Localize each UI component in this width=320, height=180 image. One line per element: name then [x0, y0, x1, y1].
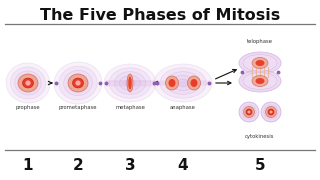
Ellipse shape — [18, 74, 38, 92]
Ellipse shape — [68, 74, 88, 92]
Text: metaphase: metaphase — [115, 105, 145, 110]
Ellipse shape — [15, 71, 41, 95]
Ellipse shape — [166, 72, 200, 94]
Text: 5: 5 — [255, 159, 265, 174]
Ellipse shape — [125, 79, 135, 87]
Ellipse shape — [6, 63, 50, 103]
Ellipse shape — [127, 74, 133, 92]
Ellipse shape — [239, 102, 259, 122]
Ellipse shape — [64, 70, 92, 96]
Ellipse shape — [11, 67, 45, 99]
Text: prophase: prophase — [16, 105, 40, 110]
Text: The Five Phases of Mitosis: The Five Phases of Mitosis — [40, 8, 280, 23]
Ellipse shape — [114, 72, 146, 94]
Ellipse shape — [239, 70, 281, 92]
Ellipse shape — [172, 75, 195, 91]
Ellipse shape — [255, 60, 265, 66]
Ellipse shape — [188, 76, 201, 90]
Ellipse shape — [109, 68, 151, 98]
Ellipse shape — [246, 109, 252, 115]
Text: 4: 4 — [178, 159, 188, 174]
Circle shape — [76, 80, 81, 86]
Text: anaphase: anaphase — [170, 105, 196, 110]
Ellipse shape — [261, 102, 281, 122]
Ellipse shape — [128, 76, 132, 89]
Ellipse shape — [169, 79, 175, 87]
Ellipse shape — [54, 62, 102, 104]
Ellipse shape — [22, 78, 34, 88]
Ellipse shape — [165, 76, 179, 90]
Ellipse shape — [120, 75, 140, 91]
Ellipse shape — [19, 75, 37, 91]
Ellipse shape — [73, 78, 84, 88]
Ellipse shape — [268, 109, 274, 115]
Ellipse shape — [68, 75, 88, 91]
Text: telophase: telophase — [247, 39, 273, 44]
Text: 1: 1 — [23, 159, 33, 174]
Ellipse shape — [190, 79, 197, 87]
Ellipse shape — [243, 55, 277, 71]
Circle shape — [25, 80, 31, 86]
Ellipse shape — [264, 105, 278, 119]
Circle shape — [248, 111, 251, 113]
Ellipse shape — [243, 73, 277, 89]
Ellipse shape — [59, 66, 97, 100]
Ellipse shape — [255, 78, 265, 84]
Text: 2: 2 — [73, 159, 84, 174]
Ellipse shape — [104, 64, 156, 102]
Ellipse shape — [239, 52, 281, 74]
Text: prometaphase: prometaphase — [59, 105, 97, 110]
Ellipse shape — [154, 64, 212, 102]
Circle shape — [269, 111, 272, 113]
Ellipse shape — [252, 57, 268, 69]
Ellipse shape — [244, 107, 254, 118]
Ellipse shape — [160, 68, 206, 98]
Ellipse shape — [252, 75, 268, 87]
Ellipse shape — [73, 79, 83, 87]
Ellipse shape — [177, 79, 189, 87]
Ellipse shape — [24, 79, 32, 87]
Ellipse shape — [242, 105, 256, 119]
Text: cytokinesis: cytokinesis — [245, 134, 275, 139]
Ellipse shape — [266, 107, 276, 118]
Text: 3: 3 — [125, 159, 135, 174]
